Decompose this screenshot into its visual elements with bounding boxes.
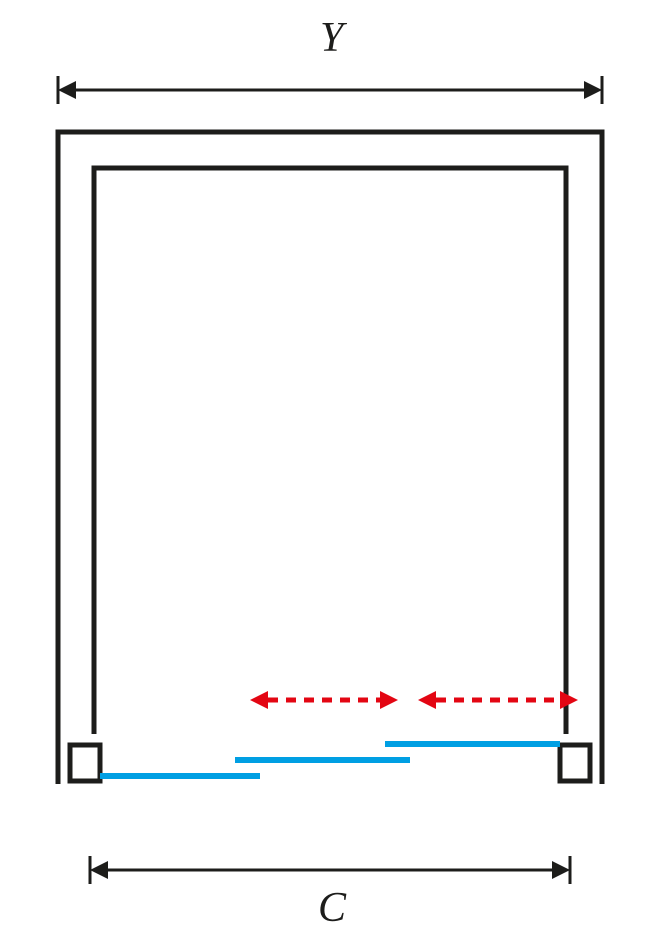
- diagram-svg: [0, 0, 660, 940]
- diagram-canvas: Y C: [0, 0, 660, 940]
- dim-label-bottom: C: [318, 884, 346, 932]
- dim-label-top: Y: [320, 14, 343, 62]
